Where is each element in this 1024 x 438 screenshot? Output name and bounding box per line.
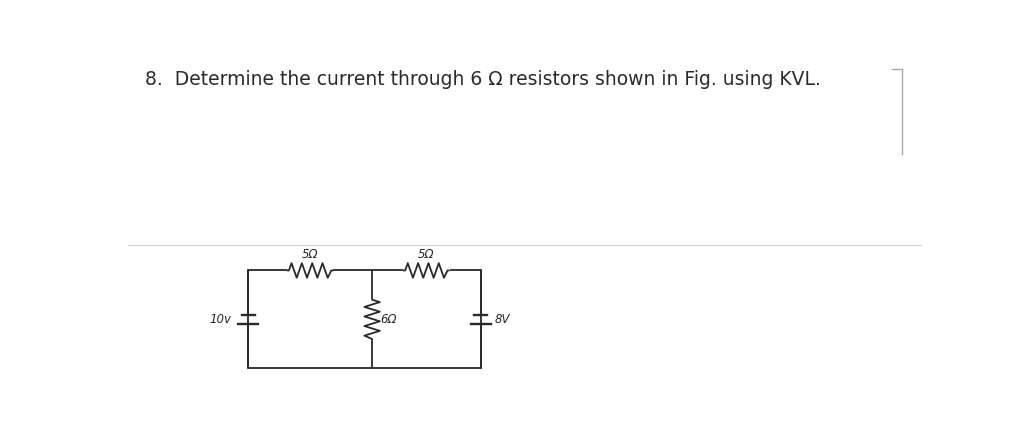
Text: 6Ω: 6Ω <box>381 313 397 326</box>
Text: 8.  Determine the current through 6 Ω resistors shown in Fig. using KVL.: 8. Determine the current through 6 Ω res… <box>145 70 821 89</box>
Text: 5Ω: 5Ω <box>302 248 318 261</box>
Text: 10v: 10v <box>209 313 231 326</box>
Text: 8V: 8V <box>495 313 510 326</box>
Text: 5Ω: 5Ω <box>418 248 434 261</box>
